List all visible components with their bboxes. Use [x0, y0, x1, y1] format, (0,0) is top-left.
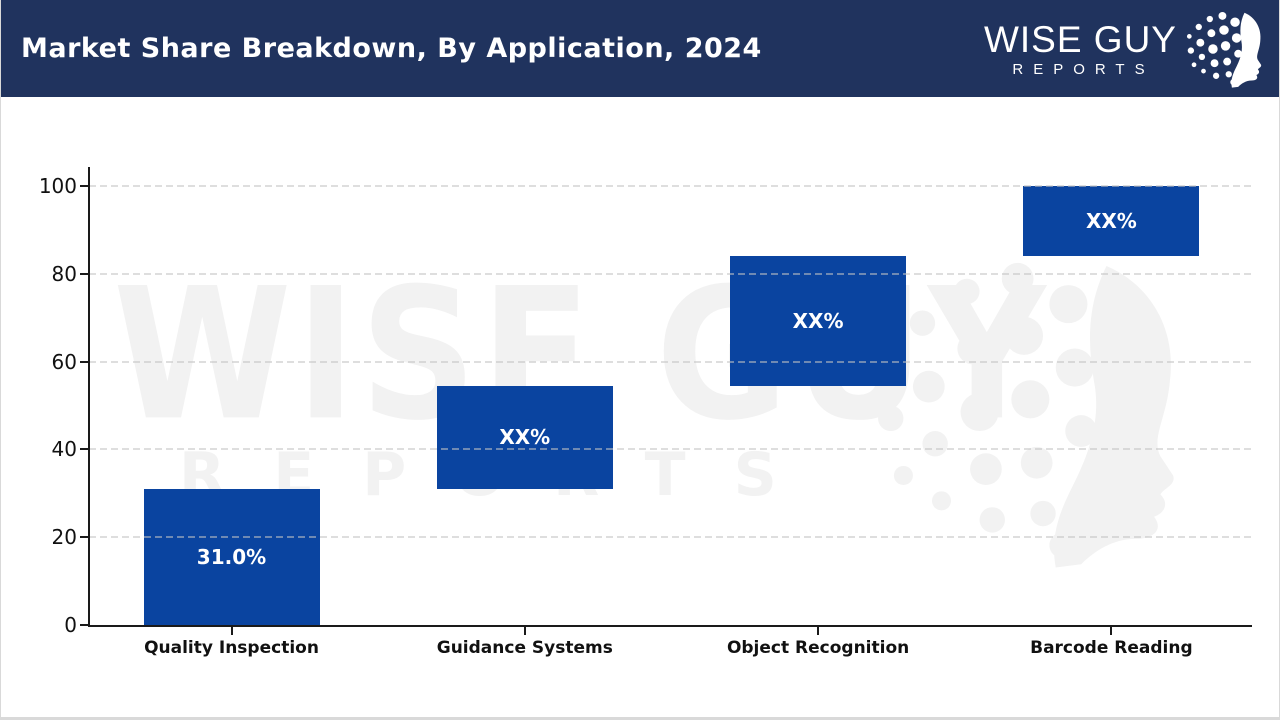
x-tick-mark [1110, 627, 1113, 635]
x-category-label: Barcode Reading [1030, 638, 1193, 658]
x-tick-mark [230, 627, 233, 635]
y-tick-label: 0 [64, 613, 77, 637]
y-tick-mark [80, 624, 89, 626]
y-tick-label: 100 [38, 174, 77, 198]
bar-segment: 31.0% [143, 488, 320, 625]
y-tick-label: 80 [51, 261, 77, 286]
chart-area: WISE GUY REPORTS 02040608010031.0%Qualit… [1, 97, 1279, 720]
x-tick-mark [817, 627, 820, 635]
x-category-label: Object Recognition [726, 638, 910, 658]
watermark-dot-face-icon [874, 262, 1174, 568]
logo-line1: WISE GUY [983, 18, 1177, 60]
bar-segment: XX% [730, 256, 907, 386]
header-bar: Market Share Breakdown, By Application, … [1, 0, 1279, 97]
x-category-label: Guidance Systems [436, 638, 613, 658]
y-tick-mark [80, 536, 89, 539]
logo-text: WISE GUY REPORTS [984, 21, 1177, 77]
page-title: Market Share Breakdown, By Application, … [21, 33, 762, 64]
y-tick-label: 40 [51, 437, 77, 462]
y-tick-mark [80, 272, 89, 275]
bar-value-label: XX% [792, 308, 844, 333]
y-axis-spine [88, 167, 90, 627]
bar-segment: XX% [1023, 186, 1200, 257]
y-gridline [89, 448, 1252, 451]
y-tick-mark [80, 448, 89, 451]
x-axis-spine [88, 625, 1252, 627]
y-gridline [89, 360, 1252, 363]
y-gridline [89, 272, 1252, 275]
x-tick-mark [523, 627, 526, 635]
bar-value-label: XX% [499, 425, 551, 450]
bar-value-label: XX% [1085, 209, 1137, 234]
dot-face-logo-icon [1186, 11, 1262, 88]
bar-segment: XX% [436, 385, 613, 489]
logo-line2: REPORTS [1012, 60, 1155, 78]
y-gridline [89, 536, 1252, 539]
y-tick-mark [80, 185, 89, 187]
y-tick-mark [80, 360, 89, 363]
y-tick-label: 20 [51, 525, 77, 550]
y-gridline [89, 185, 1252, 187]
y-tick-label: 60 [51, 349, 77, 374]
bar-value-label: 31.0% [196, 544, 267, 569]
x-category-label: Quality Inspection [144, 638, 319, 658]
wise-guy-reports-logo: WISE GUY REPORTS [984, 9, 1265, 89]
